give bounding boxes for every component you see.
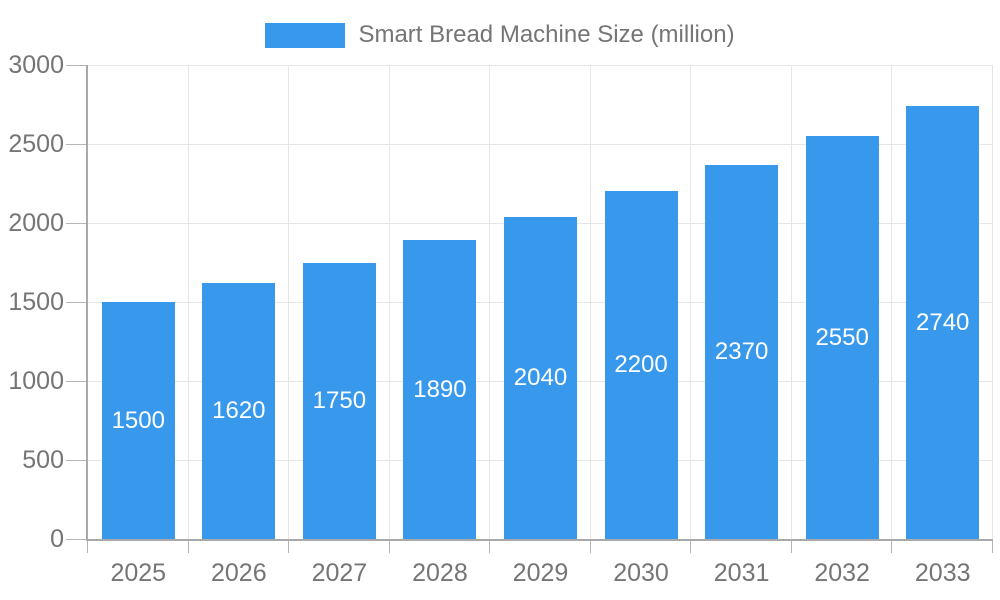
legend-item[interactable]: Smart Bread Machine Size (million) [0,20,1000,50]
y-axis-label: 2000 [8,209,64,237]
bar-value-label: 1620 [212,397,266,425]
x-axis-label: 2026 [211,559,267,587]
y-axis-tick [66,380,86,382]
x-axis-tick [790,541,792,553]
y-axis-line [86,65,88,539]
y-axis-tick [66,459,86,461]
bar-value-label: 2200 [614,351,668,379]
y-axis-label: 1500 [8,288,64,316]
bar: 2740 [906,106,980,539]
x-axis-tick [489,541,491,553]
bar: 1500 [101,302,175,539]
y-axis-tick [66,143,86,145]
bar: 1620 [202,283,276,539]
x-axis-tick [187,541,189,553]
x-axis-label: 2032 [814,559,870,587]
legend-label: Smart Bread Machine Size (million) [358,21,735,48]
x-axis-tick [690,541,692,553]
x-axis-tick [86,541,88,553]
x-axis-tick [388,541,390,553]
y-gridline [88,64,993,66]
x-axis-tick [891,541,893,553]
x-gridline [589,65,591,539]
bar: 2200 [604,191,678,539]
x-axis-label: 2030 [613,559,669,587]
y-axis-tick [66,301,86,303]
x-gridline [388,65,390,539]
y-gridline [88,143,993,145]
bar: 1750 [302,262,376,539]
x-axis-label: 2025 [110,559,167,587]
x-axis-label: 2027 [311,559,368,587]
x-axis-label: 2031 [713,559,770,587]
y-axis-label: 0 [50,525,64,553]
bar: 2040 [504,216,577,539]
x-axis-label: 2033 [914,559,971,587]
y-axis-tick [66,64,86,66]
x-axis-label: 2029 [512,559,569,587]
x-gridline [187,65,189,539]
x-gridline [992,65,993,539]
bar-value-label: 1890 [413,375,467,403]
bar: 2550 [805,136,879,539]
x-axis-label: 2028 [412,559,468,587]
x-axis-tick [288,541,290,553]
y-axis-tick [66,538,86,540]
x-gridline [790,65,792,539]
bar: 2370 [705,164,779,539]
x-gridline [690,65,692,539]
x-axis-tick [589,541,591,553]
y-axis-label: 2500 [8,130,64,158]
bar-value-label: 2040 [513,363,568,391]
bar-value-label: 2740 [916,308,970,336]
x-axis-line [86,539,993,541]
legend-swatch [265,22,346,48]
y-axis-label: 1000 [8,367,64,395]
y-axis-tick [66,222,86,224]
bar-value-label: 1750 [312,386,367,414]
x-axis-tick [992,541,993,553]
bar-value-label: 1500 [111,406,165,434]
plot-area: 1500 1620 1750 1890 2040 2200 2370 2550 2740 [66,64,993,553]
bar-value-label: 2550 [815,323,869,351]
y-axis-label: 3000 [8,51,64,79]
x-gridline [489,65,491,539]
y-axis-label: 500 [22,446,64,474]
x-gridline [288,65,290,539]
bar: 1890 [403,240,477,539]
bar-value-label: 2370 [714,337,769,365]
x-gridline [891,65,893,539]
